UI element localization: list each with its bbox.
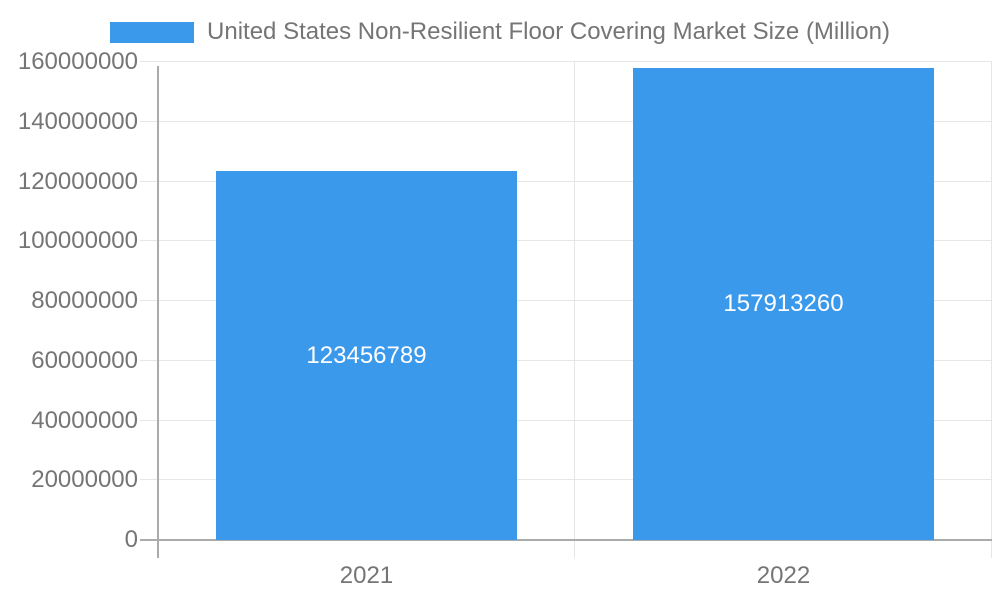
legend-swatch (110, 21, 195, 43)
gridline-horizontal (158, 419, 992, 421)
legend-label: United States Non-Resilient Floor Coveri… (207, 18, 890, 45)
gridline-horizontal (158, 300, 992, 301)
y-axis-tick (140, 479, 158, 481)
y-axis-tick (140, 300, 158, 301)
y-axis-label: 80000000 (31, 287, 138, 314)
bar-value-label: 123456789 (306, 341, 427, 369)
y-axis-tick (140, 120, 158, 122)
y-axis-label: 60000000 (31, 346, 138, 374)
gridline-horizontal (158, 240, 992, 242)
y-axis-tick (140, 240, 158, 242)
x-axis-label-2021: 2021 (339, 562, 394, 589)
y-axis-label: 120000000 (17, 167, 138, 195)
y-axis-label: 20000000 (31, 466, 138, 494)
gridline-horizontal (158, 359, 992, 361)
y-axis-tick (140, 61, 158, 62)
bar-2021[interactable]: 123456789 (216, 171, 517, 540)
gridline-horizontal (158, 479, 992, 481)
y-axis-label: 40000000 (31, 406, 138, 434)
gridline-horizontal (158, 180, 992, 182)
y-axis-label: 140000000 (17, 107, 138, 135)
y-axis-tick (140, 359, 158, 361)
gridline-vertical (574, 62, 575, 558)
x-axis-line (140, 539, 992, 541)
y-axis-tick (140, 419, 158, 421)
bar-2022[interactable]: 157913260 (633, 68, 934, 540)
gridline-horizontal (158, 120, 992, 122)
y-axis-tick (140, 180, 158, 182)
y-axis-line (157, 66, 159, 558)
gridline-vertical (991, 62, 992, 558)
y-axis-label: 160000000 (17, 48, 138, 75)
y-axis-label: 0 (124, 526, 138, 553)
gridline-horizontal (158, 61, 992, 62)
y-axis-label: 100000000 (17, 227, 138, 255)
bar-value-label: 157913260 (723, 290, 844, 317)
x-axis-label-2022: 2022 (756, 562, 811, 589)
chart-legend: United States Non-Resilient Floor Coveri… (0, 18, 1000, 46)
